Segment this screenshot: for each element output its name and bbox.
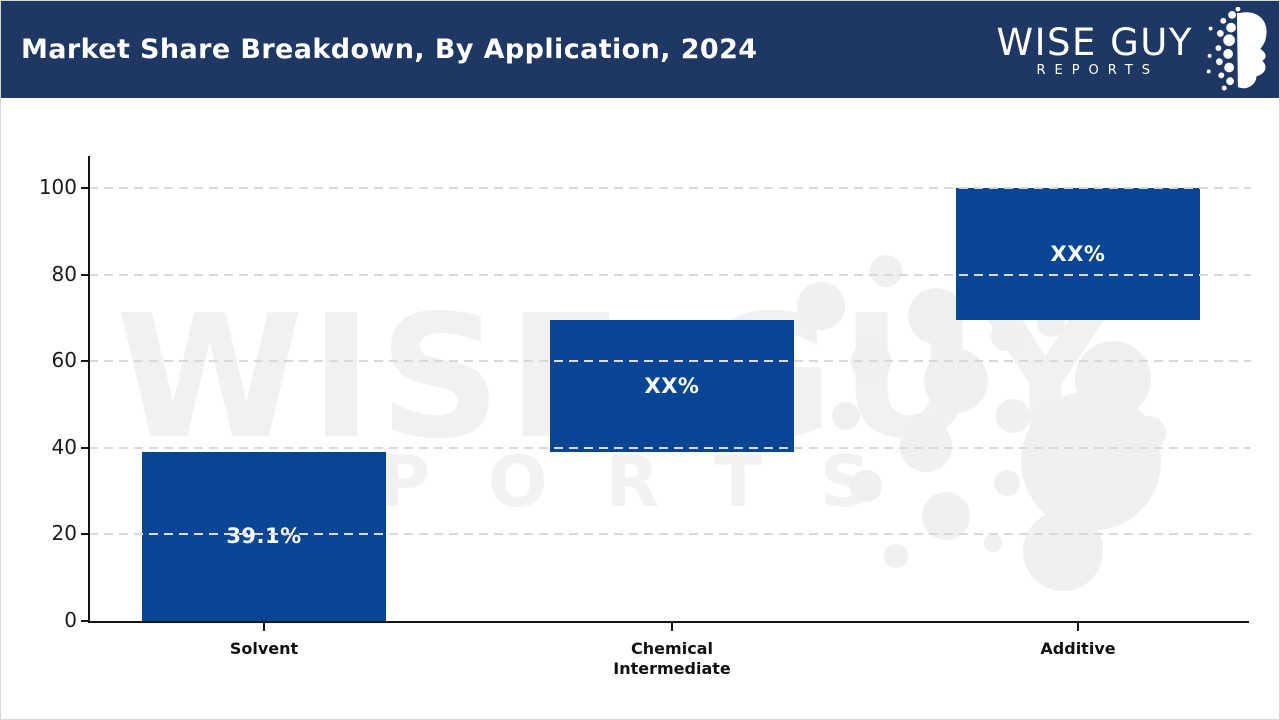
gridline xyxy=(89,446,1251,449)
x-category-label: Additive xyxy=(948,639,1208,659)
y-tick-label: 100 xyxy=(38,175,77,199)
y-tick-mark xyxy=(81,620,89,622)
gridline xyxy=(89,533,1251,536)
y-tick-mark xyxy=(81,187,89,189)
x-tick-mark xyxy=(671,623,673,631)
wiseguy-logo: WISE GUY REPORTS xyxy=(997,6,1273,94)
y-tick-label: 0 xyxy=(64,608,77,632)
plot-area: WISE GUY REPORTS 0 20 40 60 80 100 39.1% Solven… xyxy=(1,98,1279,719)
x-axis-line xyxy=(89,621,1249,623)
x-category-label-line: Solvent xyxy=(229,639,299,658)
bar-segment: 39.1% xyxy=(142,451,386,621)
bar-value-label: 39.1% xyxy=(226,524,302,549)
y-tick-mark xyxy=(81,360,89,363)
x-category-label: Chemical Intermediate xyxy=(542,639,802,679)
bar-value-label: XX% xyxy=(644,374,700,399)
y-tick-label: 80 xyxy=(51,261,77,286)
x-tick-mark xyxy=(263,623,265,631)
chart-title: Market Share Breakdown, By Application, … xyxy=(21,34,758,65)
logo-wordmark: WISE GUY xyxy=(996,20,1193,64)
logo-subtitle: REPORTS xyxy=(1036,62,1160,78)
header-bar: Market Share Breakdown, By Application, … xyxy=(1,1,1279,98)
bar-value-label: XX% xyxy=(1050,242,1106,267)
x-tick-mark xyxy=(1077,623,1079,631)
y-tick-mark xyxy=(81,273,89,276)
y-tick-mark xyxy=(81,446,89,449)
x-category-label-line: Intermediate xyxy=(613,659,731,678)
x-category-label-line: Chemical xyxy=(631,639,713,658)
gridline xyxy=(89,187,1251,189)
y-tick-label: 20 xyxy=(51,521,77,546)
logo-face-icon xyxy=(1206,7,1267,91)
x-category-label: Solvent xyxy=(134,639,394,659)
x-category-label-line: Additive xyxy=(1040,639,1116,658)
y-axis-line xyxy=(88,156,90,623)
y-tick-label: 60 xyxy=(51,348,77,373)
bar-segment: XX% xyxy=(550,320,794,452)
gridline xyxy=(89,273,1251,276)
bar-segment: XX% xyxy=(956,188,1200,321)
y-tick-mark xyxy=(81,533,89,536)
logo-text: WISE GUY REPORTS xyxy=(997,24,1193,77)
gridline xyxy=(89,360,1251,363)
y-tick-label: 40 xyxy=(51,434,77,459)
